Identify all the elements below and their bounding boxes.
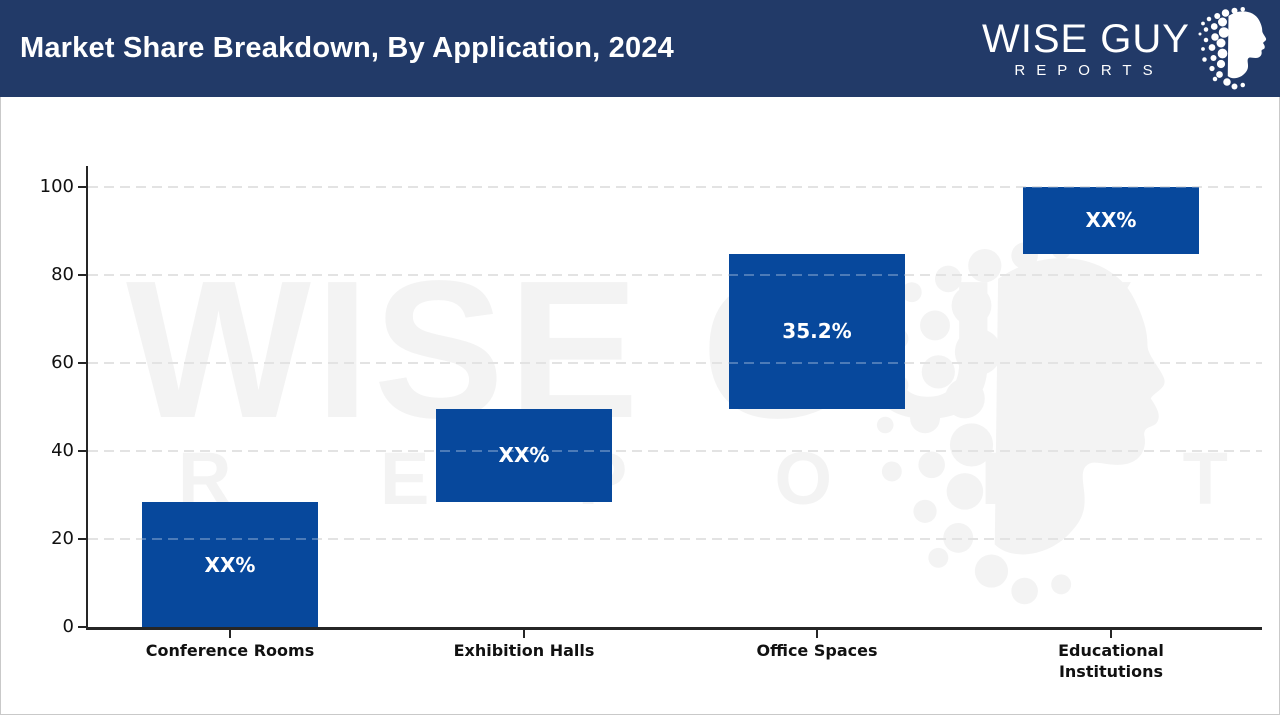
bar-value-label: XX% — [204, 552, 256, 577]
y-tick-mark — [78, 186, 86, 188]
y-axis — [86, 166, 88, 629]
waterfall-bar: XX% — [142, 502, 318, 627]
y-tick-mark — [78, 450, 86, 452]
gridline-overlay — [88, 362, 1262, 364]
logo-face-dots-icon — [1198, 6, 1267, 89]
bar-value-label: 35.2% — [782, 319, 852, 344]
x-axis-label-line: Institutions — [1058, 662, 1164, 681]
y-tick-mark — [78, 362, 86, 364]
x-tick-mark — [523, 630, 525, 638]
waterfall-bar: XX% — [436, 408, 612, 503]
x-tick-mark — [1110, 630, 1112, 638]
bar-value-label: XX% — [498, 443, 550, 468]
gridline — [88, 362, 1262, 364]
x-axis-label-line: Educational — [1058, 641, 1164, 660]
y-tick-label: 0 — [62, 616, 74, 637]
page-title: Market Share Breakdown, By Application, … — [20, 32, 674, 64]
y-tick-mark — [78, 626, 86, 628]
gridline — [88, 186, 1262, 188]
logo-reports-text: REPORTS — [1014, 61, 1164, 79]
x-axis-label-line: Conference Rooms — [145, 641, 315, 660]
y-tick-mark — [78, 274, 86, 276]
gridline — [88, 274, 1262, 276]
gridline-overlay — [88, 274, 1262, 276]
y-tick-label: 80 — [51, 264, 74, 285]
gridline-overlay — [88, 538, 1262, 540]
x-axis-label-line: Office Spaces — [756, 641, 878, 660]
wise-guy-logo: WISE GUY REPORTS — [982, 6, 1272, 91]
header: Market Share Breakdown, By Application, … — [0, 0, 1280, 97]
y-tick-label: 100 — [39, 176, 74, 197]
x-axis-label: Educational Institutions — [981, 640, 1241, 682]
y-tick-mark — [78, 538, 86, 540]
logo-wordmark: WISE GUY — [981, 16, 1190, 61]
x-tick-mark — [816, 630, 818, 638]
x-axis-label-line: Exhibition Halls — [453, 641, 595, 660]
x-axis — [86, 627, 1262, 630]
gridline-overlay — [88, 186, 1262, 188]
y-tick-label: 40 — [51, 440, 74, 461]
x-tick-mark — [229, 630, 231, 638]
gridline — [88, 538, 1262, 540]
logo-text: WISE GUY REPORTS — [982, 19, 1190, 79]
x-axis-label: Office Spaces — [687, 640, 947, 661]
x-axis-label: Exhibition Halls — [394, 640, 654, 661]
waterfall-bar: 35.2% — [729, 253, 905, 409]
y-tick-label: 20 — [51, 528, 74, 549]
y-tick-label: 60 — [51, 352, 74, 373]
x-axis-label: Conference Rooms — [100, 640, 360, 661]
waterfall-bar: XX% — [1023, 187, 1199, 254]
gridline-overlay — [88, 450, 1262, 452]
bar-value-label: XX% — [1085, 208, 1137, 233]
gridline — [88, 450, 1262, 452]
